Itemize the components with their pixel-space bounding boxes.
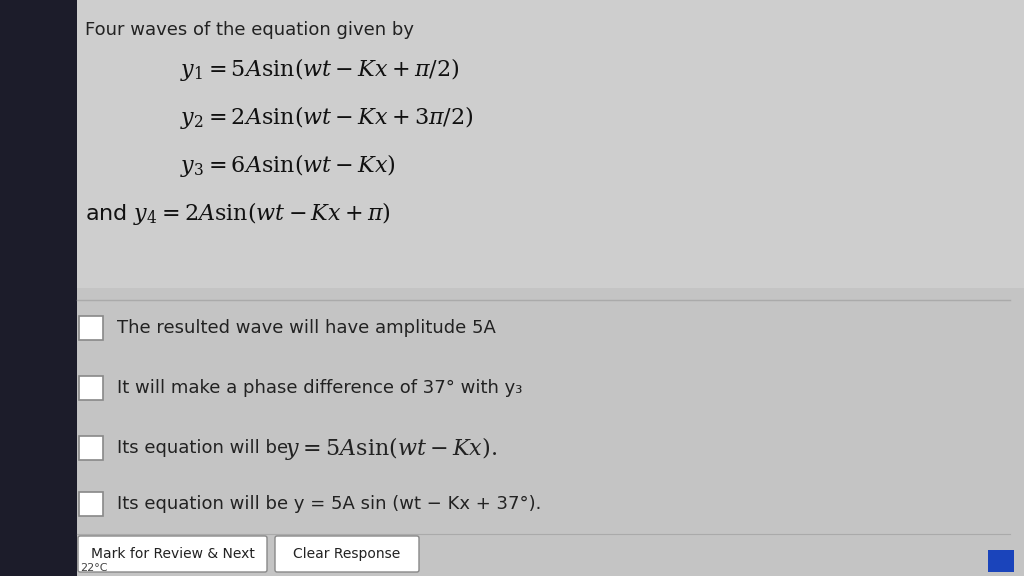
FancyBboxPatch shape xyxy=(79,316,103,340)
Text: $y = 5A\sin(wt - Kx).$: $y = 5A\sin(wt - Kx).$ xyxy=(285,434,498,461)
FancyBboxPatch shape xyxy=(79,436,103,460)
Text: The resulted wave will have amplitude 5A: The resulted wave will have amplitude 5A xyxy=(117,319,496,337)
Text: $y_3 = 6A\sin(wt - Kx)$: $y_3 = 6A\sin(wt - Kx)$ xyxy=(180,152,396,179)
Text: $y_1 = 5A\sin(wt - Kx + \pi/2)$: $y_1 = 5A\sin(wt - Kx + \pi/2)$ xyxy=(180,56,460,83)
Text: Mark for Review & Next: Mark for Review & Next xyxy=(90,547,254,561)
Text: 22°C: 22°C xyxy=(80,563,108,573)
FancyBboxPatch shape xyxy=(275,536,419,572)
FancyBboxPatch shape xyxy=(0,0,77,576)
Text: Its equation will be y = 5A sin (wt − Kx + 37°).: Its equation will be y = 5A sin (wt − Kx… xyxy=(117,495,542,513)
FancyBboxPatch shape xyxy=(988,550,1014,572)
Text: Clear Response: Clear Response xyxy=(293,547,400,561)
Text: $y_2 = 2A\sin(wt - Kx + 3\pi/2)$: $y_2 = 2A\sin(wt - Kx + 3\pi/2)$ xyxy=(180,104,473,131)
Text: and $y_4 = 2A\sin(wt - Kx + \pi)$: and $y_4 = 2A\sin(wt - Kx + \pi)$ xyxy=(85,200,391,227)
Text: It will make a phase difference of 37° with y₃: It will make a phase difference of 37° w… xyxy=(117,379,522,397)
FancyBboxPatch shape xyxy=(0,0,1024,288)
FancyBboxPatch shape xyxy=(0,288,1024,576)
Text: Four waves of the equation given by: Four waves of the equation given by xyxy=(85,21,414,39)
FancyBboxPatch shape xyxy=(79,492,103,516)
Text: Its equation will be: Its equation will be xyxy=(117,439,294,457)
FancyBboxPatch shape xyxy=(79,376,103,400)
FancyBboxPatch shape xyxy=(78,536,267,572)
